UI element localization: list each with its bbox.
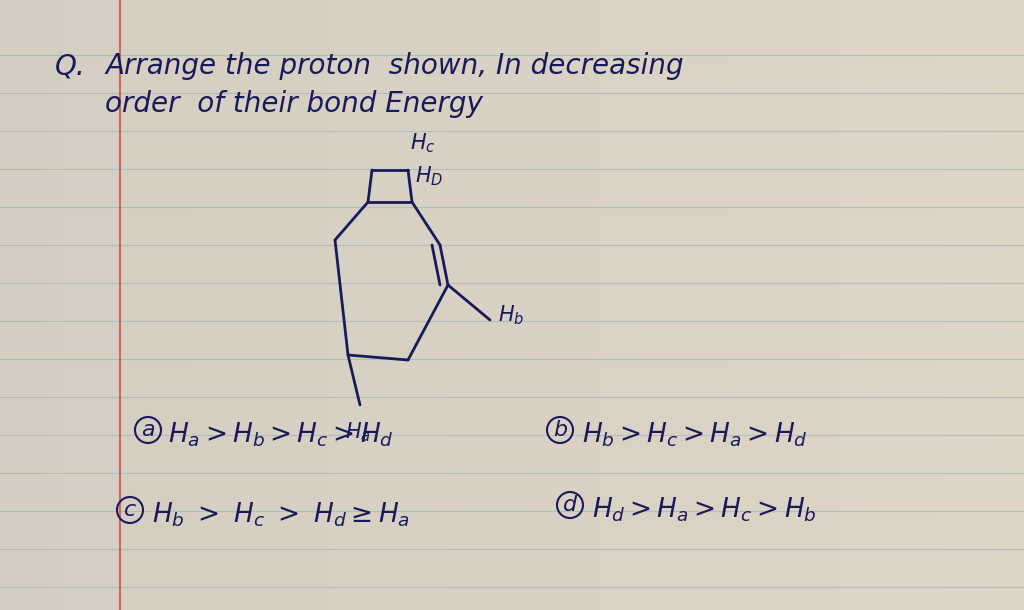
Text: d: d	[563, 495, 578, 515]
Text: $H_b$ $>$ $H_c$ $>$ $H_d$$\geq$$H_a$: $H_b$ $>$ $H_c$ $>$ $H_d$$\geq$$H_a$	[152, 501, 410, 529]
Text: order  of their bond Energy: order of their bond Energy	[105, 90, 483, 118]
Text: $H_a$$>$$H_b$$>$$H_c$$>$$H_d$: $H_a$$>$$H_b$$>$$H_c$$>$$H_d$	[168, 421, 393, 449]
Text: c: c	[124, 500, 136, 520]
Text: $H_b$: $H_b$	[498, 303, 524, 327]
Text: a: a	[141, 420, 155, 440]
Text: $H_a$: $H_a$	[345, 420, 371, 443]
Text: Q.: Q.	[55, 52, 86, 80]
Text: $H_b$$>$$H_c$$>$$H_a$$>$$H_d$: $H_b$$>$$H_c$$>$$H_a$$>$$H_d$	[582, 421, 808, 449]
Text: Arrange the proton  shown, In decreasing: Arrange the proton shown, In decreasing	[105, 52, 684, 80]
Text: $H_d$$>$$H_a$$>$$H_c$$>$$H_b$: $H_d$$>$$H_a$$>$$H_c$$>$$H_b$	[592, 496, 817, 524]
Text: b: b	[553, 420, 567, 440]
Text: $H_c$: $H_c$	[410, 131, 435, 155]
Text: $H_D$: $H_D$	[415, 165, 443, 188]
